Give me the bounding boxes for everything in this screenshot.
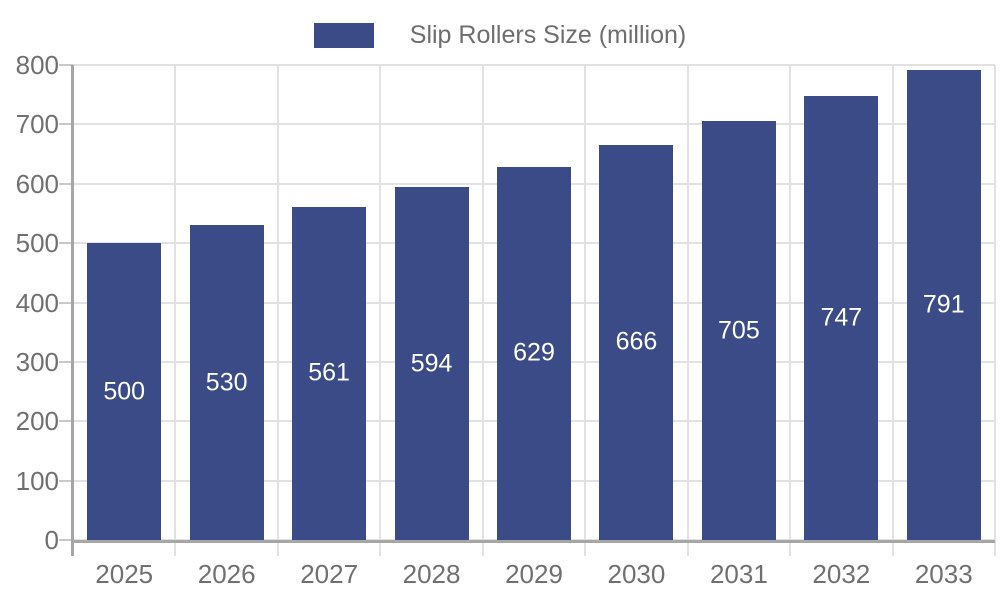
bar-value-label: 791	[922, 290, 965, 319]
y-axis-tick-label: 500	[15, 228, 59, 259]
y-axis-tick-label: 800	[15, 50, 59, 80]
x-axis-tick-label: 2033	[914, 559, 973, 589]
bar-value-label: 561	[308, 358, 350, 387]
bar-2033	[906, 70, 981, 540]
gridline-horizontal	[73, 123, 995, 126]
gridline-horizontal	[73, 64, 995, 66]
bar-value-label: 629	[513, 338, 555, 367]
y-tick-mark	[59, 301, 73, 304]
gridline-vertical	[789, 65, 792, 556]
x-axis-tick-label: 2029	[505, 559, 563, 589]
y-tick-mark	[59, 123, 73, 126]
y-tick-mark	[59, 539, 73, 541]
legend-label: Slip Rollers Size (million)	[409, 21, 687, 49]
y-tick-mark	[59, 360, 73, 363]
bar-value-label: 594	[410, 349, 453, 378]
y-axis-tick-label: 600	[15, 168, 59, 199]
bar-value-label: 747	[820, 303, 863, 332]
y-tick-mark	[59, 182, 73, 185]
gridline-vertical	[994, 65, 996, 556]
y-tick-mark	[59, 420, 73, 423]
gridline-vertical	[686, 65, 689, 556]
gridline-vertical	[584, 65, 587, 556]
y-axis-line	[71, 65, 74, 556]
gridline-vertical	[891, 65, 894, 556]
bar-2032	[804, 96, 879, 540]
y-tick-mark	[59, 479, 73, 482]
bar-value-label: 666	[615, 327, 658, 356]
legend-swatch	[313, 23, 374, 48]
x-axis-tick-label: 2031	[709, 559, 768, 589]
x-axis-tick-label: 2030	[607, 559, 666, 589]
gridline-vertical	[276, 65, 279, 556]
bar-2031	[701, 121, 776, 540]
bar-value-label: 705	[718, 316, 760, 345]
y-tick-mark	[59, 64, 73, 66]
bar-value-label: 530	[205, 368, 248, 397]
bar-2030	[599, 144, 674, 540]
bar-2026	[189, 225, 264, 540]
y-axis-tick-label: 700	[15, 109, 59, 140]
x-axis-tick-label: 2032	[812, 559, 871, 589]
gridline-vertical	[379, 65, 382, 556]
bar-2029	[497, 166, 571, 540]
gridline-vertical	[481, 65, 484, 556]
y-axis-tick-label: 300	[15, 346, 59, 377]
bar-2027	[292, 206, 367, 540]
plot-area: 0 100 200 300 400 500 600 700 800 500 2025 530 2026 5…	[16, 52, 996, 587]
bar-2028	[394, 187, 469, 540]
bar-2025	[87, 243, 162, 540]
y-tick-mark	[59, 242, 73, 245]
y-axis-tick-label: 100	[15, 465, 59, 496]
x-axis-line	[73, 540, 995, 543]
legend: Slip Rollers Size (million)	[0, 21, 1000, 50]
x-axis-tick-label: 2026	[197, 559, 256, 589]
x-axis-tick-label: 2027	[300, 559, 359, 589]
y-axis-tick-label: 400	[15, 287, 59, 318]
bar-value-label: 500	[103, 377, 146, 406]
y-axis-tick-label: 200	[15, 406, 59, 437]
x-axis-tick-label: 2025	[95, 559, 154, 589]
y-axis-tick-label: 0	[44, 525, 59, 555]
gridline-vertical	[174, 65, 177, 556]
x-axis-tick-label: 2028	[402, 559, 461, 589]
